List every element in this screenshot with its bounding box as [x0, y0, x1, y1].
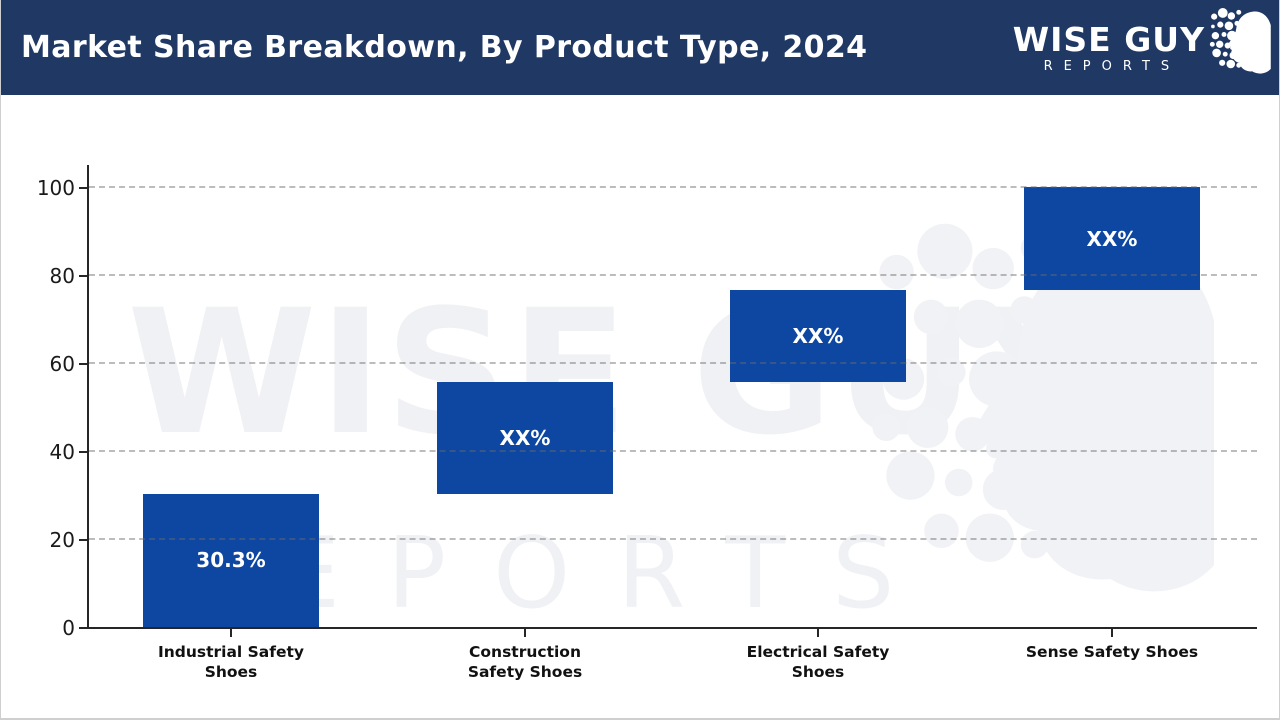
- gridline: [89, 362, 1257, 364]
- x-category-label: Sense Safety Shoes: [982, 642, 1242, 662]
- bar-value-label: XX%: [1086, 226, 1138, 251]
- y-tick-label: 20: [49, 528, 75, 552]
- x-category-label-line: Shoes: [791, 663, 845, 681]
- x-tick-mark: [1111, 629, 1113, 637]
- bar-value-label: 30.3%: [196, 548, 266, 573]
- x-category-label: Industrial Safety Shoes: [101, 642, 361, 682]
- y-tick-label: 0: [62, 616, 75, 640]
- gridline: [89, 450, 1257, 452]
- y-tick-label: 80: [49, 264, 75, 288]
- y-tick-mark: [79, 187, 87, 189]
- chart-area: WISE GUY REPORTS 30.3% XX% XX% XX% 0 20 40 60 80…: [1, 95, 1279, 718]
- waterfall-bar: [1024, 187, 1200, 291]
- x-category-label-line: Industrial Safety: [157, 643, 305, 661]
- x-tick-mark: [524, 629, 526, 637]
- x-category-label-line: Safety Shoes: [467, 663, 583, 681]
- x-tick-mark: [817, 629, 819, 637]
- bar-value-label: XX%: [792, 324, 844, 349]
- x-category-label-line: Construction: [469, 643, 581, 661]
- x-category-label-line: Sense Safety Shoes: [1025, 643, 1199, 661]
- x-category-label: Construction Safety Shoes: [395, 642, 655, 682]
- brand-logo-text: WISE GUY REPORTS: [1013, 23, 1205, 73]
- x-category-label-line: Electrical Safety: [746, 643, 890, 661]
- y-tick-label: 100: [36, 176, 75, 200]
- brand-logo: WISE GUY REPORTS: [1013, 7, 1279, 88]
- gridline: [89, 538, 1257, 540]
- y-tick-label: 60: [49, 352, 75, 376]
- gridline: [89, 274, 1257, 276]
- x-axis: [87, 627, 1257, 629]
- y-axis: [87, 165, 89, 629]
- y-tick-mark: [79, 451, 87, 453]
- x-tick-mark: [230, 629, 232, 637]
- x-category-label-line: Shoes: [204, 663, 258, 681]
- x-category-label: Electrical Safety Shoes: [688, 642, 948, 682]
- watermark-face-icon: [872, 223, 1214, 592]
- gridline: [89, 186, 1257, 188]
- y-tick-mark: [79, 627, 87, 629]
- waterfall-bar: [437, 382, 613, 494]
- brand-subtitle: REPORTS: [1043, 58, 1181, 74]
- bar-value-label: XX%: [499, 426, 551, 451]
- header: Market Share Breakdown, By Product Type,…: [1, 0, 1279, 95]
- y-tick-mark: [79, 363, 87, 365]
- y-tick-label: 40: [49, 440, 75, 464]
- face-profile-icon: [1209, 7, 1271, 74]
- brand-name: WISE GUY: [1012, 19, 1205, 59]
- waterfall-bar: [143, 493, 319, 627]
- y-tick-mark: [79, 539, 87, 541]
- y-tick-mark: [79, 275, 87, 277]
- waterfall-bar: [730, 290, 906, 383]
- chart-title: Market Share Breakdown, By Product Type,…: [21, 30, 868, 65]
